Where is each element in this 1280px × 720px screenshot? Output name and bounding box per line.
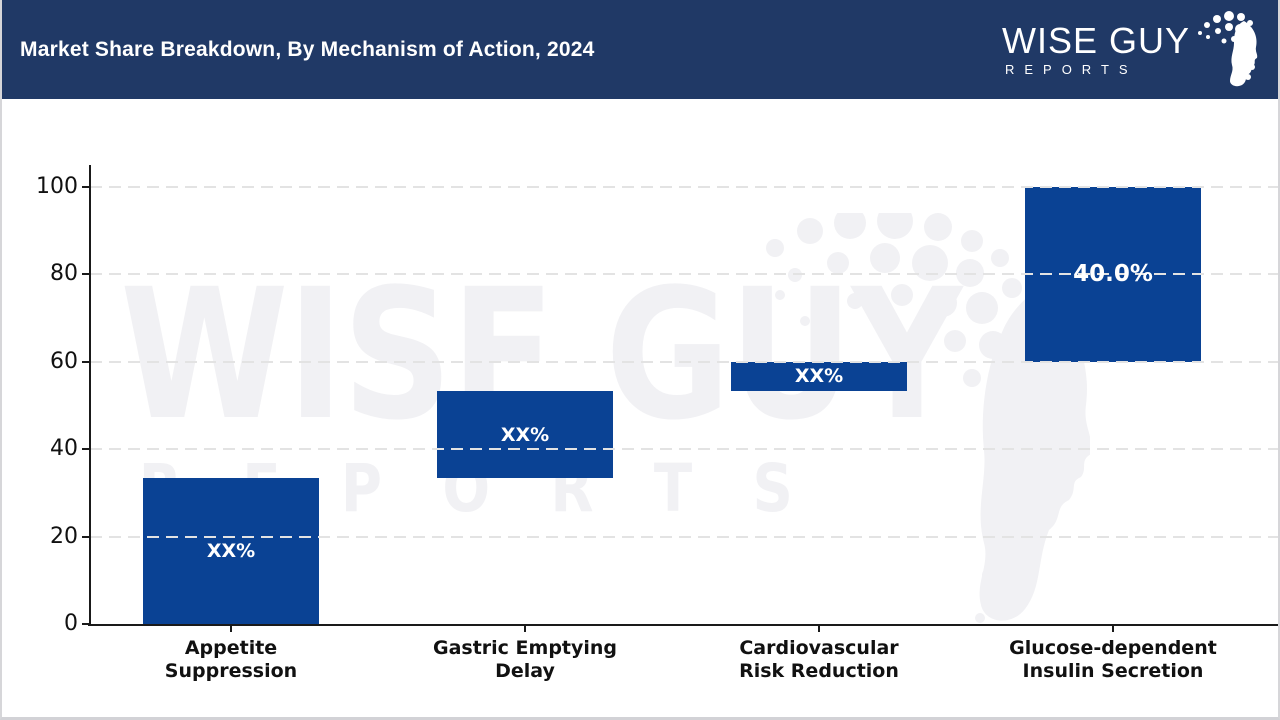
page-title: Market Share Breakdown, By Mechanism of … [20, 37, 595, 61]
x-axis-label: Cardiovascular Risk Reduction [739, 637, 899, 682]
logo-wordmark: WISE GUY [1001, 20, 1190, 61]
y-axis-line [89, 165, 91, 626]
header-bar: Market Share Breakdown, By Mechanism of … [2, 0, 1278, 99]
y-tick-mark [82, 186, 90, 188]
x-tick-mark [524, 626, 526, 632]
x-axis-line [88, 624, 1278, 626]
y-tick-mark [82, 448, 90, 451]
x-tick-mark [818, 626, 820, 632]
bar-value-label: XX% [500, 423, 550, 446]
bar-segment [437, 391, 613, 479]
y-tick-mark [82, 623, 90, 625]
bar-segment [143, 478, 319, 624]
x-axis-label: Glucose-dependent Insulin Secretion [1009, 637, 1217, 682]
bar-value-label: XX% [206, 540, 256, 563]
x-tick-mark [1112, 626, 1114, 632]
y-axis-tick-label: 0 [64, 611, 78, 636]
gridline [90, 360, 1278, 363]
y-tick-mark [82, 360, 90, 363]
x-tick-mark [230, 626, 232, 632]
y-axis-tick-label: 40 [50, 436, 78, 462]
gridline [90, 186, 1278, 188]
y-tick-mark [82, 273, 90, 276]
logo-subtitle: REPORTS [1004, 62, 1138, 77]
wise-guy-reports-logo: WISE GUY REPORTS [1001, 10, 1258, 89]
logo-face-icon [1198, 10, 1258, 86]
y-tick-mark [82, 535, 90, 538]
gridline [90, 448, 1278, 451]
bar-value-label: XX% [794, 365, 844, 388]
x-axis-label: Gastric Emptying Delay [432, 637, 618, 682]
bar-value-label: 40.0% [1073, 261, 1153, 288]
gridline [90, 535, 1278, 538]
y-axis-tick-label: 100 [36, 174, 78, 199]
bar-segment [731, 361, 907, 392]
gridline [90, 273, 1278, 276]
y-axis-tick-label: 60 [50, 348, 78, 374]
y-axis-tick-label: 80 [50, 261, 78, 287]
y-axis-tick-label: 20 [50, 523, 78, 549]
x-axis-label: Appetite Suppression [164, 637, 298, 682]
